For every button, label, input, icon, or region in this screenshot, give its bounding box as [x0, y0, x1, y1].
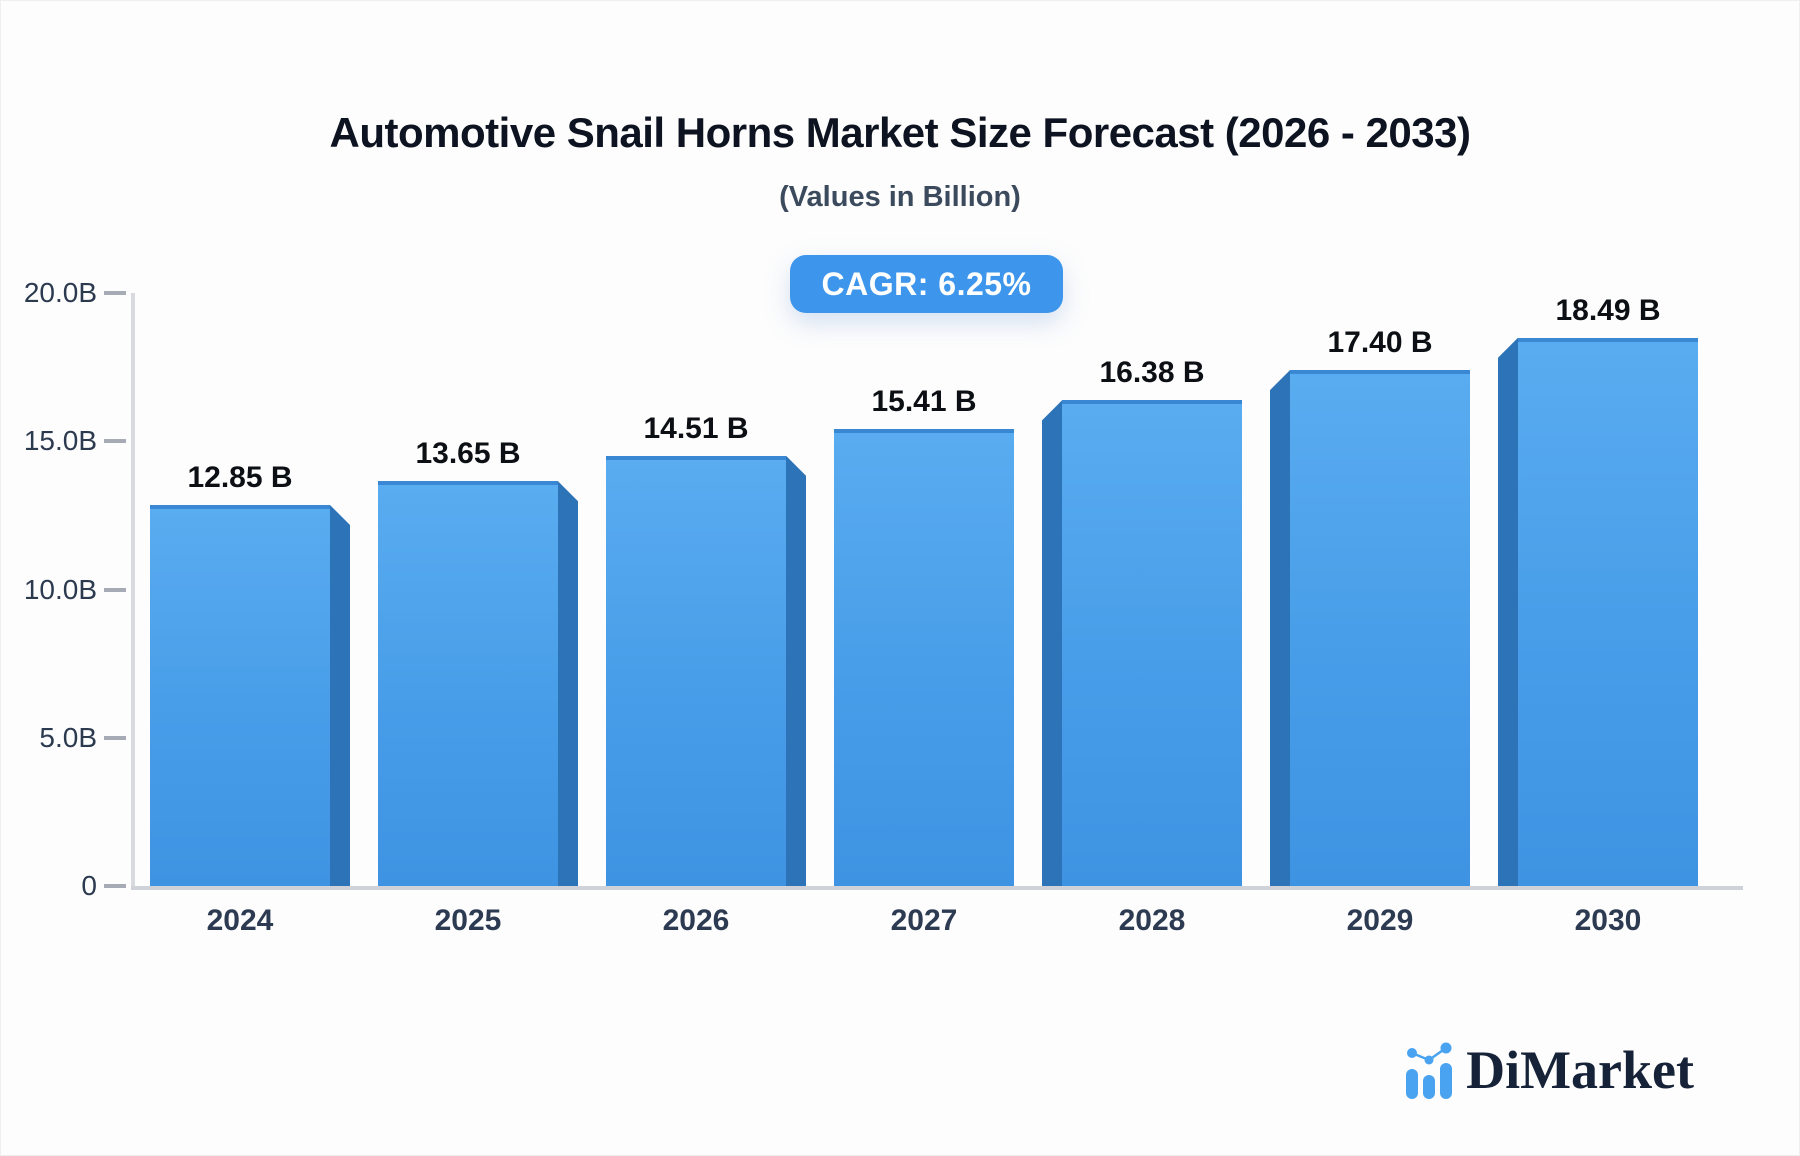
bar-value-label-2024: 12.85 B	[187, 460, 293, 494]
cagr-badge-label: CAGR: 6.25%	[821, 265, 1032, 302]
bar-2026	[606, 455, 786, 886]
bar-2028	[1062, 400, 1242, 886]
bar-2028-3d-side	[1042, 400, 1062, 886]
y-tick-mark	[104, 587, 126, 592]
bar-2027	[834, 429, 1014, 886]
bar-2030-3d-side	[1498, 337, 1518, 886]
bar-value-label-2025: 13.65 B	[415, 437, 521, 471]
y-tick-label-10.0B: 10.0B	[23, 573, 97, 605]
bar-chart-sparkline-icon	[1406, 1042, 1453, 1099]
y-tick-label-0: 0	[81, 870, 97, 901]
bar-2029	[1290, 370, 1470, 886]
y-tick-mark	[104, 884, 126, 888]
bar-2026-3d-side	[786, 455, 806, 886]
chart-subtitle: (Values in Billion)	[779, 181, 1021, 213]
bar-2024-3d-side	[330, 504, 350, 886]
bar-value-label-2027: 15.41 B	[871, 385, 977, 419]
bar-2024	[150, 504, 330, 886]
x-axis-label-2028: 2028	[1118, 904, 1186, 937]
bar-2029-3d-side	[1270, 370, 1290, 886]
y-tick-label-20.0B: 20.0B	[23, 277, 97, 308]
bar-2030	[1518, 337, 1698, 886]
chart-title: Automotive Snail Horns Market Size Forec…	[329, 109, 1471, 156]
x-axis-label-2025: 2025	[434, 904, 502, 937]
bar-value-label-2026: 14.51 B	[643, 411, 749, 445]
y-axis-line	[131, 293, 135, 890]
x-axis-label-2030: 2030	[1574, 904, 1642, 937]
logo-text: DiMarket	[1466, 1040, 1694, 1100]
cagr-badge: CAGR: 6.25%	[790, 255, 1063, 313]
bar-2025-3d-side	[558, 481, 578, 886]
bar-value-label-2029: 17.40 B	[1327, 326, 1433, 360]
y-tick-mark	[104, 439, 126, 444]
y-tick-mark	[104, 735, 126, 740]
dimarket-logo: DiMarket	[1406, 1041, 1694, 1099]
x-axis-baseline	[131, 886, 1743, 890]
bar-value-label-2030: 18.49 B	[1555, 293, 1661, 327]
y-tick-label-5.0B: 5.0B	[39, 721, 97, 753]
x-axis-label-2024: 2024	[206, 904, 274, 937]
bar-value-label-2028: 16.38 B	[1099, 356, 1205, 390]
x-axis-label-2027: 2027	[890, 904, 958, 937]
bar-2025	[378, 481, 558, 886]
x-axis-label-2029: 2029	[1346, 904, 1414, 937]
y-tick-mark	[104, 291, 126, 295]
y-tick-label-15.0B: 15.0B	[23, 425, 97, 457]
x-axis-label-2026: 2026	[662, 904, 730, 937]
